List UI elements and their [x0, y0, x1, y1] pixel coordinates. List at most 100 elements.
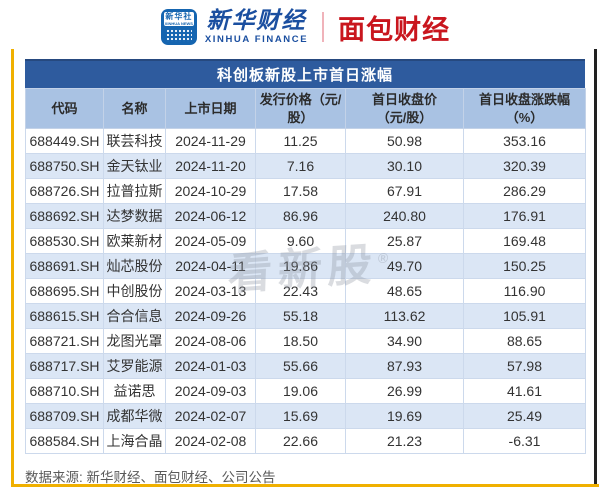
cell-first_day_close: 87.93 [345, 353, 464, 379]
cell-first_day_change_pct: 57.98 [463, 353, 586, 379]
xinhua-finance-name-en: XINHUA FINANCE [204, 34, 309, 45]
cell-code: 688695.SH [25, 278, 104, 304]
cell-issue_price: 15.69 [255, 403, 346, 429]
column-header-list-date: 上市日期 [165, 88, 256, 129]
cell-issue_price: 9.60 [255, 228, 346, 254]
cell-list_date: 2024-01-03 [165, 353, 256, 379]
cell-name: 上海合晶 [103, 428, 166, 454]
cell-issue_price: 17.58 [255, 178, 346, 204]
cell-list_date: 2024-08-06 [165, 328, 256, 354]
cell-issue_price: 19.86 [255, 253, 346, 279]
table-title: 科创板新股上市首日涨幅 [25, 59, 585, 88]
table-header-row: 代码 名称 上市日期 发行价格（元/ 股） 首日收盘价 （元/股） 首日收盘涨跌… [25, 88, 586, 129]
cell-code: 688717.SH [25, 353, 104, 379]
cell-name: 欧莱新材 [103, 228, 166, 254]
frame-yellow-bottom-line [11, 484, 599, 487]
cell-first_day_close: 30.10 [345, 153, 464, 179]
cell-first_day_close: 48.65 [345, 278, 464, 304]
cell-issue_price: 55.66 [255, 353, 346, 379]
xinhua-news-logo-icon: 新华社 XINHUA NEWS [160, 9, 197, 45]
cell-issue_price: 7.16 [255, 153, 346, 179]
table-row: 688726.SH 拉普拉斯 2024-10-29 17.58 67.91 286.29 [25, 178, 586, 204]
cell-code: 688692.SH [25, 203, 104, 229]
cell-name: 拉普拉斯 [103, 178, 166, 204]
data-table: 代码 名称 上市日期 发行价格（元/ 股） 首日收盘价 （元/股） 首日收盘涨跌… [25, 88, 586, 454]
cell-code: 688726.SH [25, 178, 104, 204]
frame-yellow-left-line [11, 25, 14, 487]
cell-code: 688584.SH [25, 428, 104, 454]
cell-first_day_close: 240.80 [345, 203, 464, 229]
cell-code: 688709.SH [25, 403, 104, 429]
cell-name: 达梦数据 [103, 203, 166, 229]
cell-name: 灿芯股份 [103, 253, 166, 279]
brand-divider [322, 12, 325, 42]
cell-first_day_close: 50.98 [345, 128, 464, 154]
column-header-code: 代码 [25, 88, 104, 129]
table-row: 688615.SH 合合信息 2024-09-26 55.18 113.62 105.91 [25, 303, 586, 329]
cell-list_date: 2024-09-26 [165, 303, 256, 329]
cell-first_day_change_pct: 320.39 [463, 153, 586, 179]
table-row: 688584.SH 上海合晶 2024-02-08 22.66 21.23 -6.31 [25, 428, 586, 454]
column-header-issue-price: 发行价格（元/ 股） [255, 88, 346, 129]
cell-name: 联芸科技 [103, 128, 166, 154]
table-header: 代码 名称 上市日期 发行价格（元/ 股） 首日收盘价 （元/股） 首日收盘涨跌… [25, 88, 586, 129]
cell-code: 688691.SH [25, 253, 104, 279]
cell-list_date: 2024-02-08 [165, 428, 256, 454]
cell-first_day_change_pct: 41.61 [463, 378, 586, 404]
cell-first_day_close: 49.70 [345, 253, 464, 279]
cell-issue_price: 11.25 [255, 128, 346, 154]
brand-header: 新华社 XINHUA NEWS 新华财经 XINHUA FINANCE 面包财经 [0, 5, 611, 49]
xinhua-news-logo-cn: 新华社 [165, 12, 193, 21]
cell-list_date: 2024-06-12 [165, 203, 256, 229]
cell-first_day_change_pct: 150.25 [463, 253, 586, 279]
table-row: 688717.SH 艾罗能源 2024-01-03 55.66 87.93 57.98 [25, 353, 586, 379]
cell-first_day_change_pct: 286.29 [463, 178, 586, 204]
table-row: 688709.SH 成都华微 2024-02-07 15.69 19.69 25.49 [25, 403, 586, 429]
globe-dots-icon [165, 29, 192, 42]
cell-list_date: 2024-11-29 [165, 128, 256, 154]
cell-code: 688710.SH [25, 378, 104, 404]
cell-list_date: 2024-04-11 [165, 253, 256, 279]
cell-first_day_change_pct: 353.16 [463, 128, 586, 154]
xinhua-news-logo-en: XINHUA NEWS [164, 21, 193, 26]
cell-list_date: 2024-09-03 [165, 378, 256, 404]
table-row: 688710.SH 益诺思 2024-09-03 19.06 26.99 41.61 [25, 378, 586, 404]
cell-list_date: 2024-11-20 [165, 153, 256, 179]
cell-name: 中创股份 [103, 278, 166, 304]
column-header-first-day-close: 首日收盘价 （元/股） [345, 88, 464, 129]
cell-first_day_close: 21.23 [345, 428, 464, 454]
cell-list_date: 2024-03-13 [165, 278, 256, 304]
cell-issue_price: 18.50 [255, 328, 346, 354]
cell-issue_price: 19.06 [255, 378, 346, 404]
cell-first_day_change_pct: 116.90 [463, 278, 586, 304]
cell-issue_price: 22.66 [255, 428, 346, 454]
column-header-name: 名称 [103, 88, 166, 129]
xinhua-finance-name-cn: 新华财经 [206, 7, 307, 34]
frame-dark-right-line [594, 26, 597, 484]
cell-code: 688721.SH [25, 328, 104, 354]
column-header-first-day-change: 首日收盘涨跌幅 （%） [463, 88, 586, 129]
cell-first_day_change_pct: 105.91 [463, 303, 586, 329]
table-card: 科创板新股上市首日涨幅 代码 名称 上市日期 发行价格（元/ 股） 首日收盘价 … [25, 59, 586, 454]
cell-first_day_close: 113.62 [345, 303, 464, 329]
cell-first_day_change_pct: 88.65 [463, 328, 586, 354]
cell-first_day_close: 19.69 [345, 403, 464, 429]
table-row: 688721.SH 龙图光罩 2024-08-06 18.50 34.90 88.65 [25, 328, 586, 354]
table-row: 688695.SH 中创股份 2024-03-13 22.43 48.65 116.90 [25, 278, 586, 304]
data-source-note: 数据来源: 新华财经、面包财经、公司公告 [25, 470, 276, 485]
cell-issue_price: 55.18 [255, 303, 346, 329]
cell-first_day_change_pct: -6.31 [463, 428, 586, 454]
xinhua-news-logo-label: 新华社 XINHUA NEWS [163, 12, 194, 26]
cell-name: 合合信息 [103, 303, 166, 329]
cell-first_day_change_pct: 25.49 [463, 403, 586, 429]
cell-name: 金天钛业 [103, 153, 166, 179]
cell-name: 艾罗能源 [103, 353, 166, 379]
cell-list_date: 2024-02-07 [165, 403, 256, 429]
cell-list_date: 2024-05-09 [165, 228, 256, 254]
table-row: 688691.SH 灿芯股份 2024-04-11 19.86 49.70 150.25 [25, 253, 586, 279]
cell-name: 龙图光罩 [103, 328, 166, 354]
cell-issue_price: 86.96 [255, 203, 346, 229]
cell-issue_price: 22.43 [255, 278, 346, 304]
cell-first_day_close: 25.87 [345, 228, 464, 254]
